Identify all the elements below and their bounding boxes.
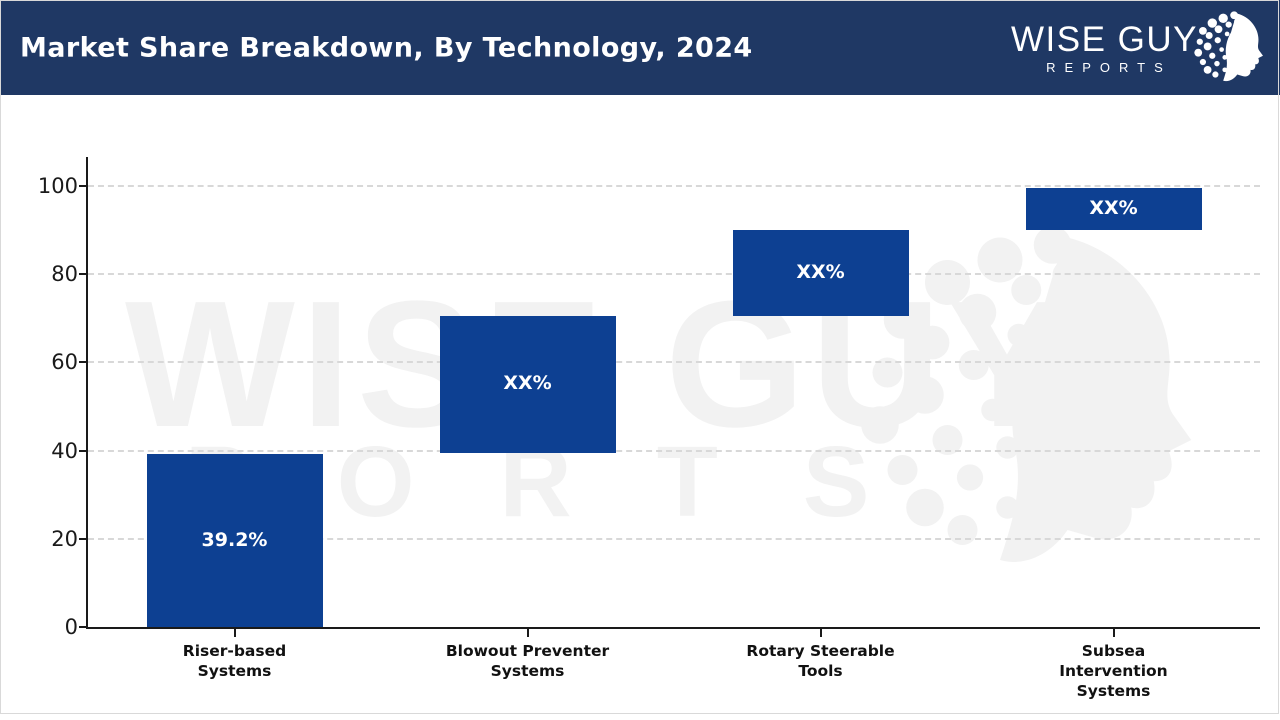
gridline-80	[88, 273, 1260, 276]
y-tick-label: 0	[64, 615, 78, 639]
x-category-label: Rotary Steerable Tools	[746, 642, 895, 680]
gridline-40	[88, 449, 1260, 452]
bar-4	[1025, 188, 1202, 231]
y-tick	[79, 273, 87, 276]
gridline-100	[88, 185, 1260, 187]
bar-1	[146, 454, 323, 627]
y-tick-label: 80	[51, 262, 78, 287]
y-tick-label: 60	[51, 350, 78, 375]
bar-value-label: XX%	[796, 261, 845, 284]
chart-title: Market Share Breakdown, By Technology, 2…	[20, 32, 753, 63]
gridline-60	[88, 361, 1260, 364]
gridline-20	[88, 537, 1260, 540]
y-tick	[79, 361, 87, 364]
x-category-label: Riser-based Systems	[182, 642, 287, 680]
y-tick	[79, 449, 87, 452]
wiseguy-logo: WISE GUY REPORTS	[1011, 4, 1270, 92]
y-tick	[79, 537, 87, 540]
y-tick	[79, 185, 87, 187]
logo-name: WISE GUY	[1010, 19, 1198, 59]
bar-2	[439, 316, 616, 453]
x-category-label: Blowout Preventer Systems	[445, 642, 610, 680]
x-tick	[1112, 629, 1115, 637]
x-axis-line	[86, 627, 1260, 629]
header: Market Share Breakdown, By Technology, 2…	[0, 0, 1280, 95]
bar-value-label: XX%	[503, 372, 552, 395]
wiseguy-logo-text: WISE GUY REPORTS	[1010, 19, 1198, 76]
x-tick	[819, 629, 822, 637]
logo-subtitle: REPORTS	[1046, 60, 1172, 76]
x-category-label: Subsea Intervention Systems	[1059, 642, 1168, 700]
x-tick	[526, 629, 529, 637]
wiseguy-head-icon	[1192, 6, 1270, 90]
y-tick	[79, 626, 87, 628]
bar-value-label: 39.2%	[201, 528, 268, 551]
y-tick-label: 40	[51, 438, 78, 463]
bar-3	[732, 230, 909, 317]
y-axis-line	[86, 157, 88, 629]
y-tick-label: 100	[37, 174, 78, 198]
y-tick-label: 20	[51, 526, 78, 551]
bar-value-label: XX%	[1089, 197, 1138, 220]
x-tick	[233, 629, 236, 637]
